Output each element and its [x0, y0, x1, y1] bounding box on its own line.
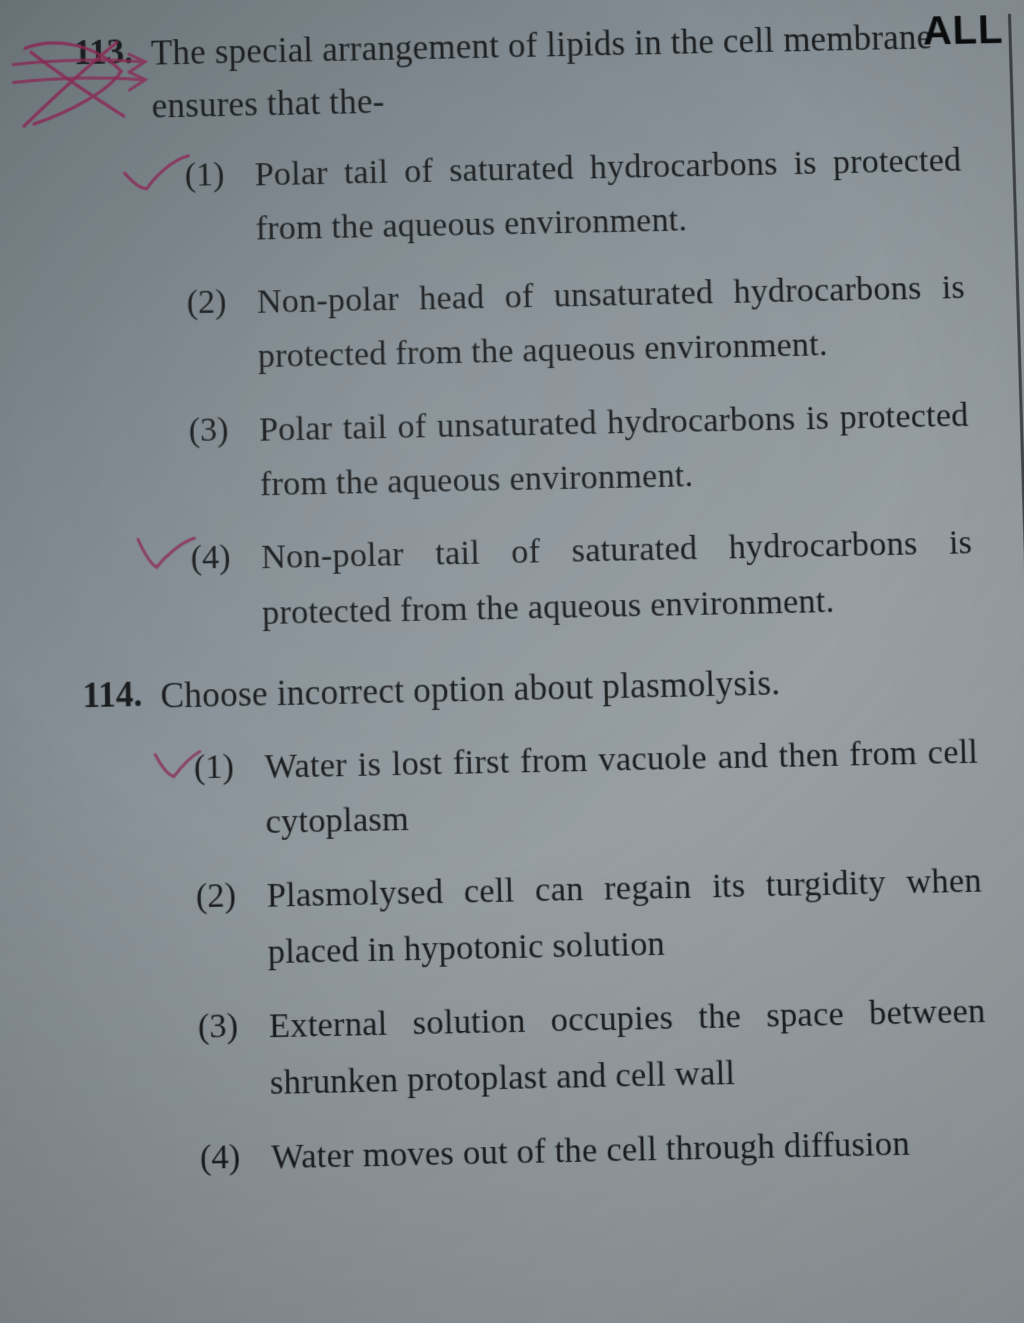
question-114: 114. Choose incorrect option about plasm…	[41, 652, 1020, 1191]
option-text: External solution occupies the space bet…	[269, 983, 1019, 1111]
option-label: (2)	[186, 275, 257, 328]
option-gutter	[36, 277, 186, 280]
pen-tick-icon	[122, 154, 193, 195]
option-gutter	[34, 150, 184, 153]
option-text: Non-polar head of unsaturated hydrocarbo…	[257, 260, 998, 385]
corner-label: ALL	[922, 8, 1004, 54]
option-text: Polar tail of unsaturated hydrocarbons i…	[259, 387, 1001, 512]
option-text: Plasmolysed cell can regain its turgidit…	[266, 853, 1014, 980]
option-gutter	[44, 871, 196, 874]
option-label: (2)	[196, 869, 268, 923]
option-gutter	[45, 1001, 197, 1004]
option-row: (1) Polar tail of saturated hydrocarbons…	[34, 133, 993, 262]
question-stem: Choose incorrect option about plasmolysi…	[160, 652, 1007, 723]
option-label: (4)	[190, 531, 261, 584]
option-label: (3)	[188, 403, 259, 456]
option-row: (3) Polar tail of unsaturated hydrocarbo…	[38, 387, 1001, 517]
option-row: (1) Water is lost first from vacuole and…	[42, 724, 1011, 856]
question-number: 114.	[41, 670, 161, 721]
option-row: (4) Non-polar tail of saturated hydrocar…	[39, 515, 1004, 646]
option-gutter	[42, 741, 194, 744]
question-stem: The special arrangement of lipids in the…	[151, 10, 990, 132]
option-gutter	[47, 1132, 200, 1135]
option-row: (3) External solution occupies the space…	[45, 983, 1018, 1116]
option-label: (1)	[184, 148, 255, 200]
question-number: 113.	[33, 28, 152, 78]
option-gutter	[39, 533, 190, 536]
option-label: (1)	[194, 740, 266, 794]
option-text: Polar tail of saturated hydrocarbons is …	[254, 133, 993, 257]
question-113: 113. The special arrangement of lipids i…	[33, 10, 1005, 646]
option-row: (2) Plasmolysed cell can regain its turg…	[44, 853, 1015, 985]
right-margin-rule	[1008, 14, 1024, 739]
option-gutter	[38, 404, 189, 407]
option-label: (4)	[200, 1130, 272, 1184]
option-row: (4) Water moves out of the cell through …	[47, 1114, 1021, 1191]
option-text: Non-polar tail of saturated hydrocarbons…	[261, 515, 1005, 641]
option-text: Water moves out of the cell through diff…	[271, 1114, 1021, 1186]
options-list: (1) Polar tail of saturated hydrocarbons…	[34, 133, 1004, 646]
options-list: (1) Water is lost first from vacuole and…	[42, 724, 1021, 1191]
option-row: (2) Non-polar head of unsaturated hydroc…	[36, 260, 997, 390]
option-text: Water is lost first from vacuole and the…	[264, 724, 1011, 851]
page: ALL 113. The special arrangement of lipi…	[0, 0, 1024, 1239]
option-label: (3)	[198, 999, 270, 1053]
